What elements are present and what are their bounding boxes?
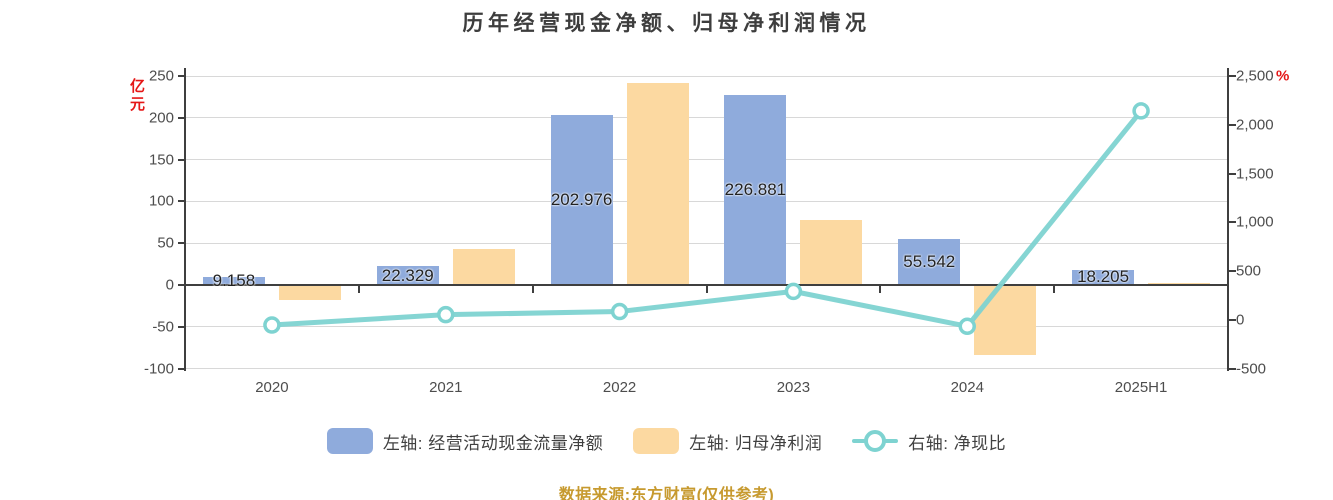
legend: 左轴: 经营活动现金流量净额 左轴: 归母净利润 右轴: 净现比: [0, 428, 1333, 454]
x-axis-label: 2021: [429, 379, 463, 396]
x-axis-label: 2022: [602, 379, 637, 396]
cash-ratio-marker: [1132, 102, 1150, 120]
x-axis-tickmark: [879, 285, 882, 293]
x-axis-label: 2020: [255, 379, 289, 396]
left-axis-tick-label: 250: [148, 67, 174, 85]
x-axis-label: 2024: [950, 379, 984, 396]
gridline: [185, 159, 1228, 161]
right-axis-line: [1227, 68, 1229, 371]
right-axis-unit-label: %: [1276, 67, 1290, 85]
right-axis-tick-label: -500: [1236, 360, 1267, 377]
chart-title: 历年经营现金净额、归母净利润情况: [462, 12, 871, 35]
left-axis-tickmark: [178, 158, 185, 161]
legend-label-cash-ratio: 右轴: 净现比: [908, 433, 1007, 453]
x-axis-label: 2025H1: [1114, 379, 1168, 396]
left-axis-tickmark: [178, 367, 185, 370]
left-axis-tick-label: 200: [148, 109, 174, 127]
cash-ratio-marker: [784, 282, 803, 301]
legend-label-operating-cashflow: 左轴: 经营活动现金流量净额: [382, 433, 604, 453]
left-axis-tick-label: 150: [148, 151, 174, 169]
left-axis-tickmark: [178, 242, 185, 245]
left-axis-tickmark: [178, 283, 185, 286]
legend-item-net-profit[interactable]: 左轴: 归母净利润: [633, 428, 822, 454]
left-axis-unit-label: 亿元: [128, 78, 145, 114]
legend-label-net-profit: 左轴: 归母净利润: [689, 433, 823, 453]
gridline: [185, 242, 1228, 244]
right-axis-tick-label: 0: [1236, 311, 1245, 329]
right-axis-tickmark: [1229, 270, 1236, 272]
gridline: [185, 200, 1228, 202]
bar-cashflow: [202, 277, 265, 285]
right-axis-tickmark: [1229, 172, 1236, 175]
gridline: [185, 117, 1228, 119]
left-axis-tick-label: -100: [143, 360, 174, 377]
left-axis-line: [184, 68, 186, 371]
bar-netprofit: [452, 248, 515, 285]
bar-value-label: 9.158: [212, 271, 256, 291]
x-axis-tickmark: [705, 285, 708, 293]
right-axis-tick-label: 500: [1236, 262, 1262, 280]
x-axis-label: 2023: [776, 379, 811, 396]
bar-netprofit: [974, 285, 1037, 356]
footer-note: 数据来源:东方财富(仅供参考): [558, 487, 775, 500]
bar-value-label: 55.542: [903, 251, 956, 271]
left-axis-tick-label: 100: [148, 192, 174, 210]
cash-ratio-marker: [263, 316, 281, 334]
right-axis-tickmark: [1229, 75, 1236, 77]
x-axis-tickmark: [357, 285, 360, 293]
legend-swatch-blue: [326, 428, 373, 454]
cash-ratio-marker: [610, 302, 629, 321]
gridline: [185, 75, 1228, 77]
left-axis-tickmark: [178, 325, 185, 328]
legend-item-cash-ratio[interactable]: 右轴: 净现比: [852, 428, 1006, 454]
right-axis-tick-label: 2,000: [1236, 116, 1274, 134]
bar-value-label: 18.205: [1077, 267, 1130, 287]
x-axis-tickmark: [1053, 285, 1056, 293]
bar-netprofit: [278, 285, 341, 301]
left-axis-tick-label: 50: [157, 234, 174, 252]
bar-netprofit: [626, 82, 689, 285]
bar-value-label: 22.329: [381, 265, 434, 285]
gridline: [185, 368, 1228, 369]
right-axis-tickmark: [1229, 221, 1236, 224]
left-axis-tickmark: [178, 75, 185, 77]
legend-item-operating-cashflow[interactable]: 左轴: 经营活动现金流量净额: [326, 428, 604, 454]
cash-ratio-marker: [437, 305, 455, 324]
bar-value-label: 226.881: [724, 180, 787, 200]
right-axis-tickmark: [1229, 123, 1236, 126]
left-axis-tickmark: [178, 116, 185, 119]
right-axis-tickmark: [1229, 318, 1236, 321]
bar-netprofit: [800, 219, 863, 285]
gridline: [185, 326, 1228, 328]
right-axis-tickmark: [1229, 367, 1236, 370]
legend-swatch-orange: [633, 428, 680, 454]
left-axis-tick-label: 0: [165, 276, 174, 294]
right-axis-tick-label: 1,500: [1236, 165, 1274, 182]
x-axis-tickmark: [531, 285, 534, 293]
bar-value-label: 202.976: [550, 190, 613, 210]
right-axis-tick-label: 1,000: [1236, 213, 1274, 231]
left-axis-tickmark: [178, 200, 185, 203]
legend-marker-line-icon: [852, 428, 899, 454]
left-axis-tick-label: -50: [152, 318, 174, 336]
right-axis-tick-label: 2,500: [1236, 67, 1274, 85]
